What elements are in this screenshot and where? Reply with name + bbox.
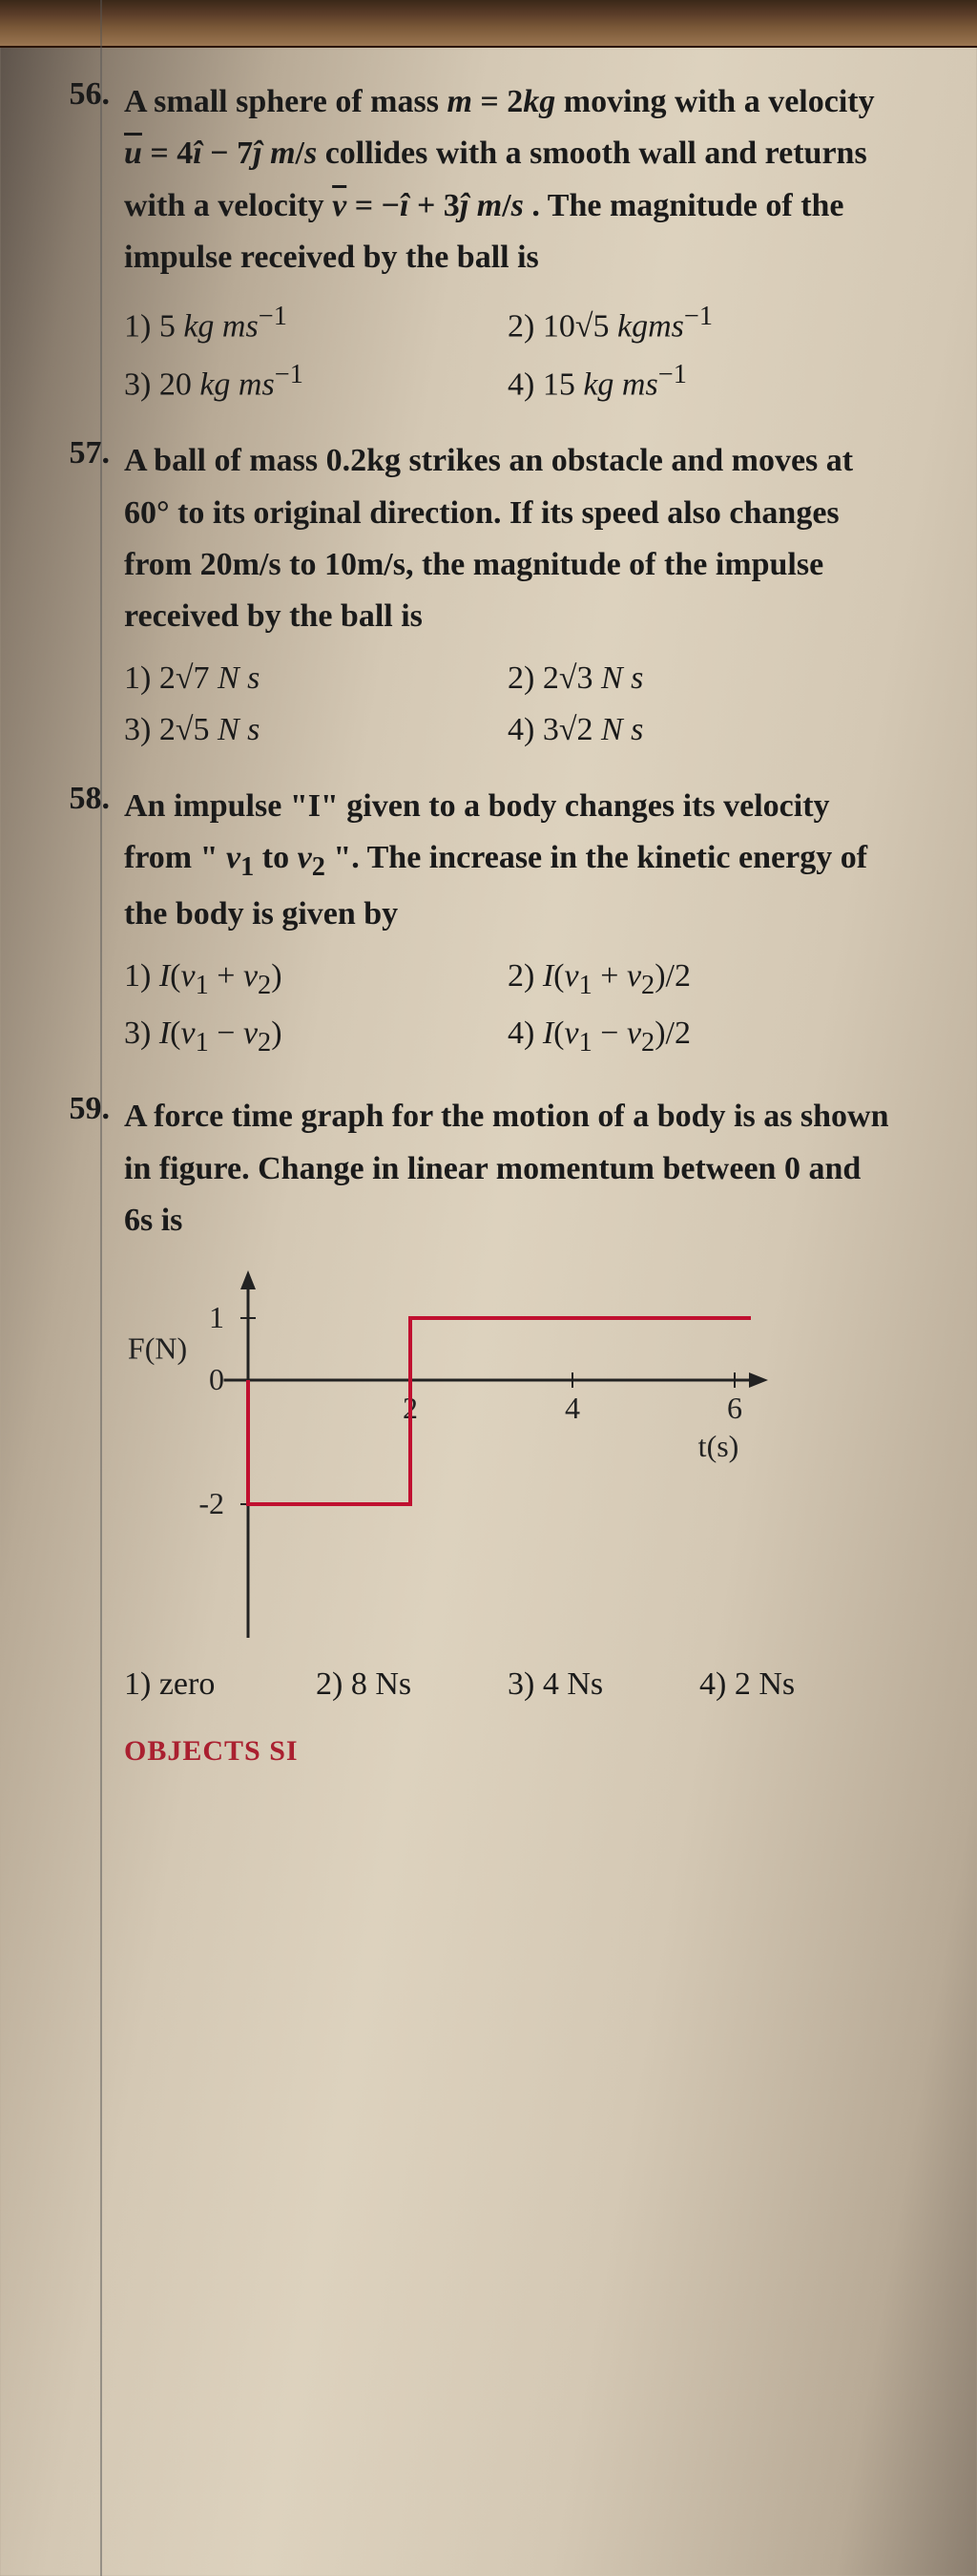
- question-number: 56.: [52, 76, 110, 113]
- question-number: 59.: [52, 1091, 110, 1127]
- option-1: 1) 2√7 N s: [124, 660, 508, 697]
- svg-text:1: 1: [209, 1300, 224, 1334]
- option-4: 4) I(v1 − v2)/2: [508, 1016, 891, 1058]
- question-59: 59. A force time graph for the motion of…: [124, 1091, 891, 1703]
- options-grid: 1) I(v1 + v2) 2) I(v1 + v2)/2 3) I(v1 − …: [124, 958, 891, 1059]
- question-text: A force time graph for the motion of a b…: [124, 1091, 891, 1246]
- question-number: 57.: [52, 435, 110, 471]
- options-grid: 1) 5 kg ms−1 2) 10√5 kgms−1 3) 20 kg ms−…: [124, 302, 891, 404]
- question-56: 56. A small sphere of mass m = 2kg movin…: [124, 76, 891, 403]
- options-grid: 1) 2√7 N s 2) 2√3 N s 3) 2√5 N s 4) 3√2 …: [124, 660, 891, 748]
- option-4: 4) 3√2 N s: [508, 712, 891, 748]
- footer-text: OBJECTS SI: [124, 1735, 891, 1768]
- page-content: 56. A small sphere of mass m = 2kg movin…: [0, 76, 977, 1768]
- svg-text:4: 4: [565, 1391, 580, 1425]
- option-2: 2) 10√5 kgms−1: [508, 302, 891, 345]
- question-57: 57. A ball of mass 0.2kg strikes an obst…: [124, 435, 891, 748]
- option-2: 2) I(v1 + v2)/2: [508, 958, 891, 1001]
- options-grid: 1) zero 2) 8 Ns 3) 4 Ns 4) 2 Ns: [124, 1666, 891, 1703]
- question-number: 58.: [52, 781, 110, 817]
- svg-text:F(N): F(N): [128, 1331, 187, 1366]
- option-1: 1) I(v1 + v2): [124, 958, 508, 1001]
- option-2: 2) 8 Ns: [316, 1666, 508, 1703]
- option-4: 4) 2 Ns: [699, 1666, 891, 1703]
- question-text: A ball of mass 0.2kg strikes an obstacle…: [124, 435, 891, 643]
- option-1: 1) 5 kg ms−1: [124, 302, 508, 345]
- svg-text:t(s): t(s): [698, 1429, 739, 1463]
- question-text: A small sphere of mass m = 2kg moving wi…: [124, 76, 891, 284]
- question-text: An impulse "I" given to a body changes i…: [124, 781, 891, 941]
- svg-text:-2: -2: [198, 1486, 224, 1520]
- option-3: 3) 2√5 N s: [124, 712, 508, 748]
- svg-text:0: 0: [209, 1362, 224, 1396]
- option-1: 1) zero: [124, 1666, 316, 1703]
- force-time-graph: 10-2246F(N)t(s): [105, 1266, 773, 1647]
- option-3: 3) 20 kg ms−1: [124, 360, 508, 403]
- svg-text:6: 6: [727, 1391, 742, 1425]
- option-2: 2) 2√3 N s: [508, 660, 891, 697]
- question-58: 58. An impulse "I" given to a body chang…: [124, 781, 891, 1058]
- option-3: 3) I(v1 − v2): [124, 1016, 508, 1058]
- option-4: 4) 15 kg ms−1: [508, 360, 891, 403]
- option-3: 3) 4 Ns: [508, 1666, 699, 1703]
